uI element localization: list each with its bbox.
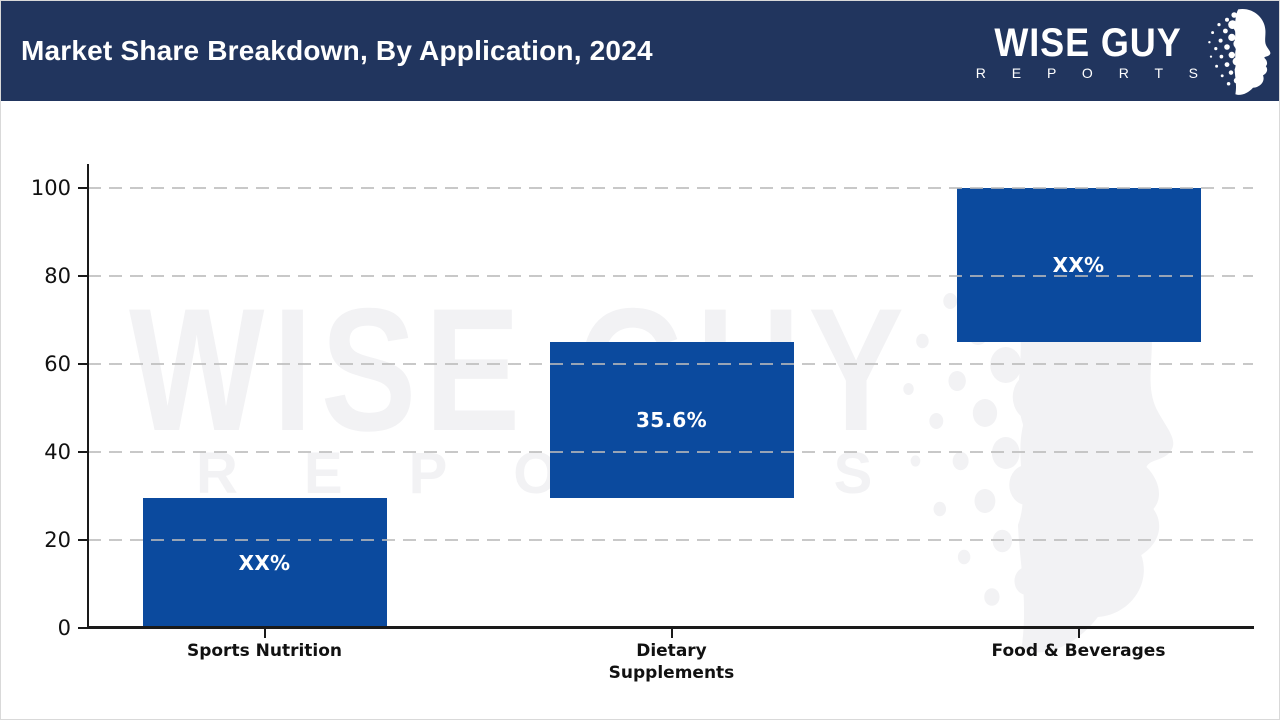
gridline-y-100: [88, 187, 1253, 189]
y-tick-mark: [78, 539, 87, 541]
gridline-y-20: [88, 539, 1253, 541]
brand-reports-text: R E P O R T S: [975, 64, 1209, 81]
brand-face-icon: [1208, 9, 1271, 95]
bar-2: 35.6%: [549, 341, 794, 499]
y-tick-label: 100: [30, 176, 71, 200]
y-tick-label: 20: [44, 528, 71, 552]
bar-1: XX%: [142, 498, 387, 628]
brand-name-text: WISE GUY: [994, 20, 1182, 65]
x-tick-mark: [1077, 629, 1080, 638]
y-tick-mark: [78, 187, 87, 189]
x-axis-spine: [87, 626, 1254, 629]
page-title: Market Share Breakdown, By Application, …: [21, 35, 653, 66]
y-tick-label: 0: [57, 616, 71, 640]
y-tick-mark: [78, 451, 87, 453]
x-category-label: Food & Beverages: [991, 641, 1166, 661]
bar-value-label: XX%: [238, 551, 291, 576]
y-tick-label: 80: [44, 264, 71, 288]
y-tick-mark: [78, 275, 87, 277]
y-axis-spine: [87, 164, 89, 628]
brand-logo: WISE GUY R E P O R T S: [968, 5, 1271, 97]
x-category-label: Dietary Supplements: [608, 641, 735, 683]
gridline-y-40: [88, 451, 1253, 453]
x-category-label: Sports Nutrition: [186, 641, 343, 661]
bar-value-label: XX%: [1052, 252, 1105, 277]
brand-logo-text: WISE GUY R E P O R T S: [968, 23, 1209, 80]
gridline-y-80: [88, 275, 1253, 277]
bar-value-label: 35.6%: [636, 407, 707, 432]
x-tick-mark: [263, 629, 266, 638]
gridline-y-60: [88, 363, 1253, 365]
y-tick-mark: [78, 627, 87, 629]
y-tick-label: 40: [44, 440, 71, 464]
bar-3: XX%: [956, 188, 1201, 342]
y-tick-label: 60: [44, 352, 71, 376]
x-tick-mark: [670, 629, 673, 638]
header: Market Share Breakdown, By Application, …: [1, 1, 1279, 101]
y-tick-mark: [78, 363, 87, 365]
